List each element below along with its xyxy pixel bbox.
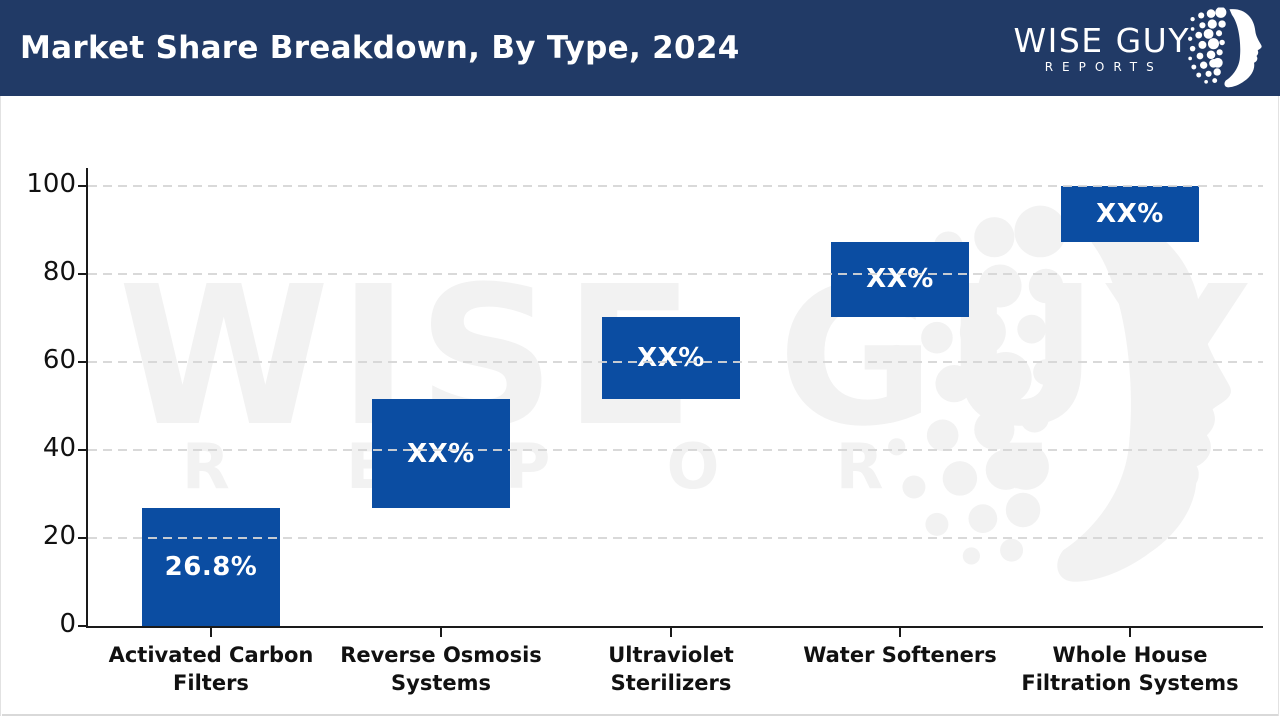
bar-value-label: XX% — [637, 343, 705, 374]
x-tick-mark — [899, 628, 901, 637]
y-tick-mark — [78, 361, 87, 363]
y-tick-label: 0 — [59, 609, 76, 639]
bar-value-label: XX% — [407, 438, 475, 469]
bar-water-softeners: XX% — [831, 241, 969, 317]
bar-value-label: XX% — [866, 264, 934, 295]
gridline-60 — [88, 361, 1263, 363]
logo-subtext: REPORTS — [1044, 59, 1163, 74]
y-tick-label: 40 — [42, 433, 76, 463]
bar-whole-house-filtration-systems: XX% — [1061, 186, 1199, 242]
y-tick-mark — [78, 449, 87, 451]
x-category-label-reverse-osmosis-systems: Reverse Osmosis Systems — [340, 643, 542, 695]
x-tick-mark — [1129, 628, 1131, 637]
bottom-divider — [2, 714, 1278, 716]
logo-text: WISE GUY REPORTS — [1013, 24, 1190, 73]
header-bar: Market Share Breakdown, By Type, 2024 WI… — [0, 0, 1280, 96]
y-tick-mark — [78, 273, 87, 275]
gridline-40 — [88, 449, 1263, 451]
y-axis-line — [86, 168, 88, 628]
right-edge-line — [1278, 96, 1279, 716]
x-category-label-activated-carbon-filters: Activated Carbon Filters — [108, 643, 314, 695]
y-tick-mark — [78, 625, 87, 627]
x-tick-mark — [210, 628, 212, 637]
x-tick-mark — [440, 628, 442, 637]
wiseguy-head-icon — [1184, 6, 1270, 90]
left-edge-line — [0, 96, 1, 716]
x-tick-mark — [670, 628, 672, 637]
logo-wordmark: WISE GUY — [1013, 20, 1190, 60]
y-tick-mark — [78, 185, 87, 187]
x-category-label-whole-house-filtration-systems: Whole House Filtration Systems — [1021, 643, 1239, 695]
y-tick-mark — [78, 537, 87, 539]
bar-activated-carbon-filters: 26.8% — [142, 508, 280, 626]
wiseguy-logo: WISE GUY REPORTS — [1013, 6, 1270, 90]
y-tick-label: 80 — [42, 257, 76, 287]
x-category-label-ultraviolet-sterilizers: Ultraviolet Sterilizers — [608, 643, 734, 695]
bar-value-label: 26.8% — [164, 552, 258, 583]
bar-reverse-osmosis-systems: XX% — [372, 399, 510, 509]
gridline-20 — [88, 537, 1263, 539]
y-tick-label: 100 — [26, 169, 76, 199]
gridline-100 — [88, 185, 1263, 187]
chart-title: Market Share Breakdown, By Type, 2024 — [20, 30, 740, 66]
y-tick-label: 60 — [42, 345, 76, 375]
bar-value-label: XX% — [1096, 198, 1164, 229]
gridline-80 — [88, 273, 1263, 275]
x-category-label-water-softeners: Water Softeners — [803, 643, 997, 667]
y-tick-label: 20 — [42, 521, 76, 551]
bar-ultraviolet-sterilizers: XX% — [602, 316, 740, 400]
x-axis-line — [86, 626, 1263, 628]
